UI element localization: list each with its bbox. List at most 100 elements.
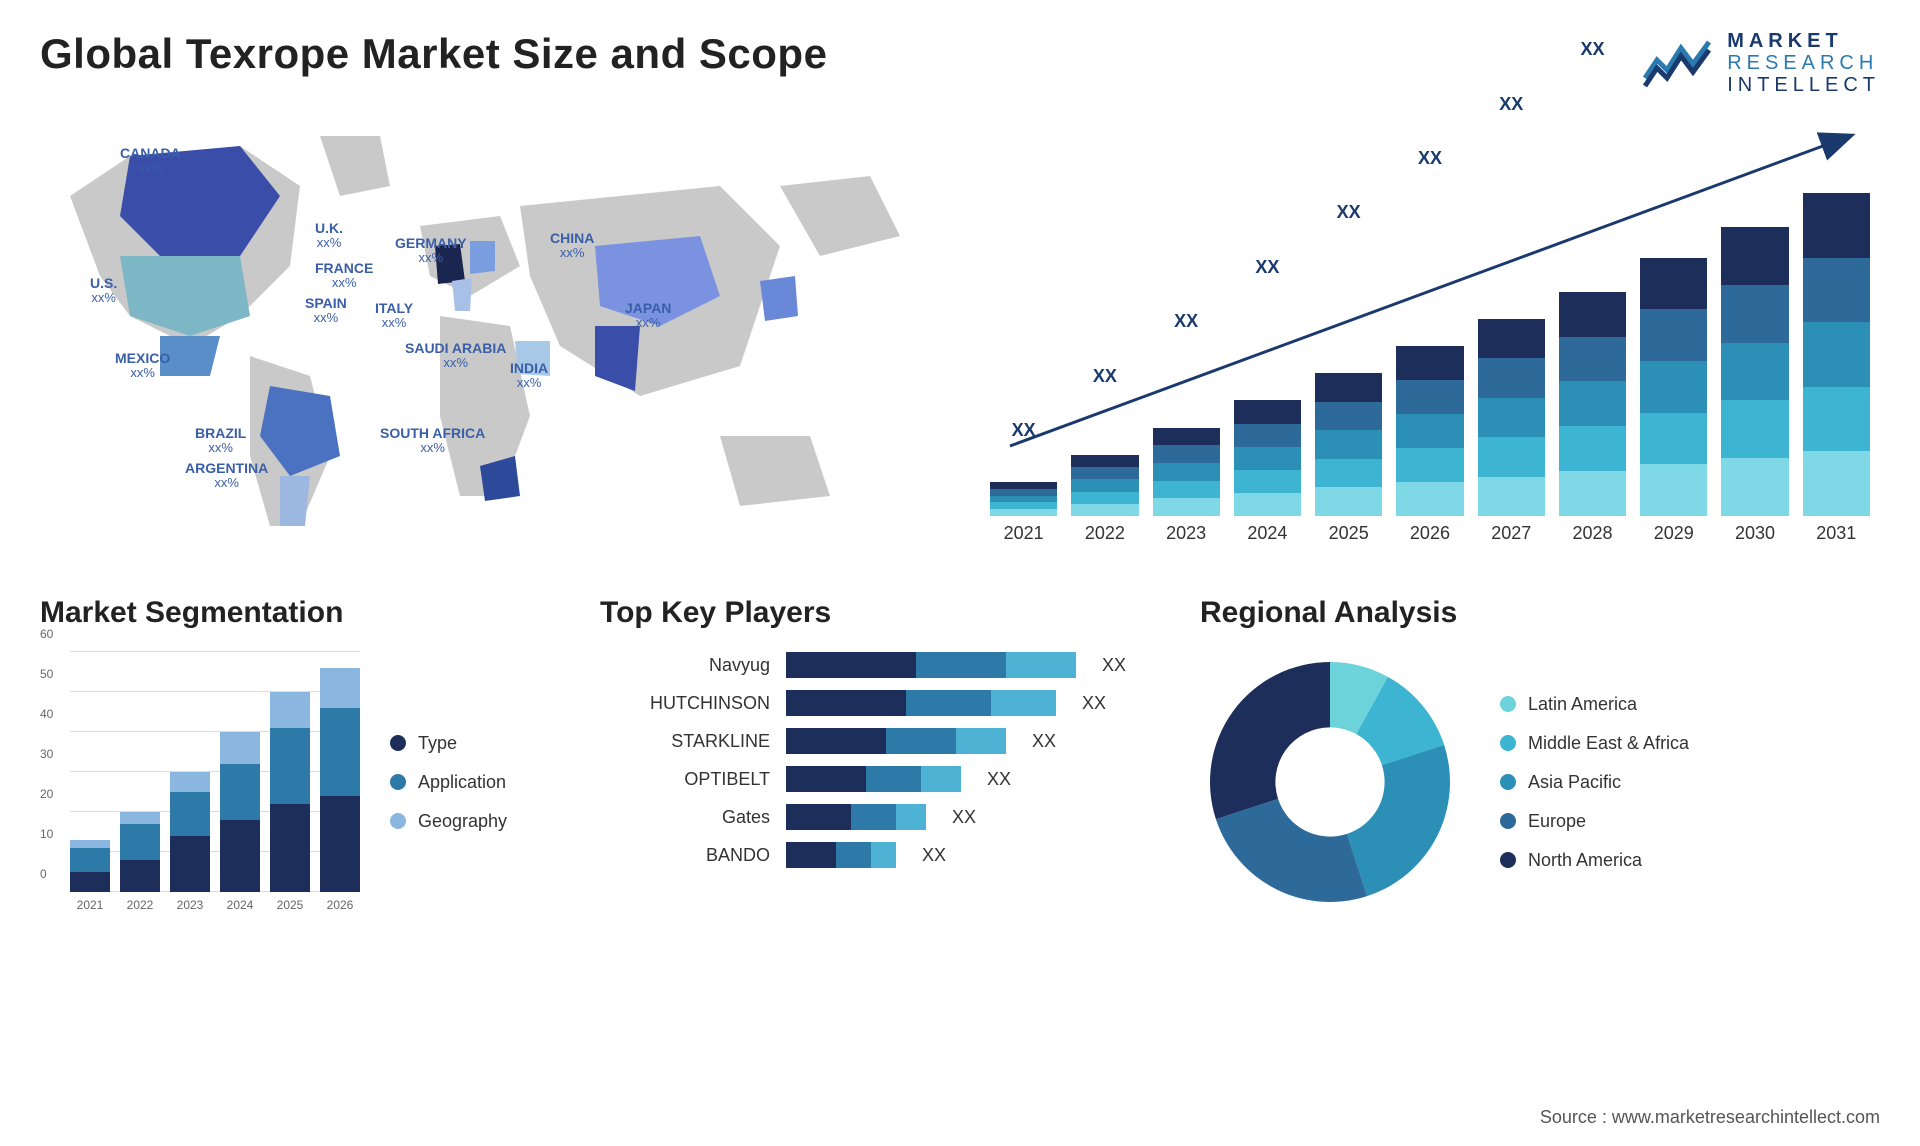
seg-ytick: 60 [40, 627, 53, 641]
player-bar-segment [956, 728, 1006, 754]
growth-bar-value: XX [1418, 148, 1442, 340]
seg-bar-segment [120, 824, 160, 860]
growth-bar-segment [1803, 451, 1870, 516]
legend-dot-icon [390, 774, 406, 790]
player-bar-segment [921, 766, 961, 792]
legend-dot-icon [1500, 735, 1516, 751]
regional-legend-item: Middle East & Africa [1500, 733, 1689, 754]
growth-bar-segment [1478, 319, 1545, 358]
growth-bar-value: XX [1012, 420, 1036, 476]
player-bar [786, 766, 961, 792]
player-row: HUTCHINSONXX [600, 690, 1160, 716]
map-japan [760, 276, 798, 321]
world-map: CANADAxx%U.S.xx%MEXICOxx%BRAZILxx%ARGENT… [40, 116, 940, 546]
seg-bar-segment [170, 772, 210, 792]
map-label-japan: JAPANxx% [625, 301, 671, 331]
growth-bar-year: 2022 [1085, 523, 1125, 544]
player-value: XX [952, 807, 976, 828]
growth-bar-segment [990, 502, 1057, 509]
top-row: CANADAxx%U.S.xx%MEXICOxx%BRAZILxx%ARGENT… [40, 116, 1880, 546]
player-name: HUTCHINSON [600, 693, 770, 714]
legend-dot-icon [1500, 696, 1516, 712]
growth-bar-segment [990, 482, 1057, 489]
seg-ytick: 30 [40, 747, 53, 761]
seg-bar-year: 2025 [270, 898, 310, 912]
seg-bar-segment [70, 872, 110, 892]
growth-bar: XX2029 [1640, 258, 1707, 516]
seg-bar-segment [320, 708, 360, 796]
growth-bar-segment [1640, 309, 1707, 361]
growth-bar-segment [1071, 479, 1138, 491]
growth-bar-value: XX [1093, 366, 1117, 449]
player-bar-segment [786, 690, 906, 716]
player-name: OPTIBELT [600, 769, 770, 790]
growth-bar-value: XX [1743, 0, 1767, 221]
growth-bar-value: XX [1174, 311, 1198, 421]
growth-bar-segment [1396, 448, 1463, 482]
growth-bar-segment [1478, 437, 1545, 476]
growth-bar-segment [1559, 337, 1626, 382]
growth-bar-year: 2021 [1004, 523, 1044, 544]
player-bar-segment [866, 766, 921, 792]
seg-bar-segment [270, 804, 310, 892]
page-container: Global Texrope Market Size and Scope MAR… [0, 0, 1920, 1146]
growth-chart: XX2021XX2022XX2023XX2024XX2025XX2026XX20… [980, 116, 1880, 546]
player-bar-segment [871, 842, 896, 868]
player-row: OPTIBELTXX [600, 766, 1160, 792]
growth-bar-segment [1396, 482, 1463, 516]
legend-dot-icon [390, 735, 406, 751]
growth-bar: XX2030 [1721, 227, 1788, 516]
map-label-saudi: SAUDI ARABIAxx% [405, 341, 506, 371]
seg-bar-segment [270, 728, 310, 804]
seg-legend-item: Type [390, 733, 507, 754]
seg-bar-year: 2023 [170, 898, 210, 912]
seg-bar-segment [70, 848, 110, 872]
growth-bar-segment [1640, 258, 1707, 310]
growth-bar-segment [1153, 481, 1220, 499]
player-bar [786, 728, 1006, 754]
seg-ytick: 40 [40, 707, 53, 721]
growth-bar-segment [1721, 400, 1788, 458]
growth-bar-segment [1559, 426, 1626, 471]
legend-label: Asia Pacific [1528, 772, 1621, 793]
seg-legend-item: Application [390, 772, 507, 793]
growth-bar-year: 2030 [1735, 523, 1775, 544]
regional-donut [1200, 652, 1460, 912]
player-bar [786, 652, 1076, 678]
growth-bar-segment [1559, 381, 1626, 426]
seg-bar-segment [320, 796, 360, 892]
growth-bar-segment [1721, 458, 1788, 516]
seg-bar-segment [120, 860, 160, 892]
regional-title: Regional Analysis [1200, 596, 1880, 630]
donut-slice [1347, 745, 1450, 896]
player-name: BANDO [600, 845, 770, 866]
regional-legend-item: Europe [1500, 811, 1689, 832]
player-name: Navyug [600, 655, 770, 676]
map-label-italy: ITALYxx% [375, 301, 413, 331]
player-bar-segment [896, 804, 926, 830]
player-bar-segment [906, 690, 991, 716]
segmentation-title: Market Segmentation [40, 596, 560, 630]
growth-bar: XX2025 [1315, 373, 1382, 516]
growth-bar-segment [1315, 373, 1382, 402]
growth-bar-segment [990, 509, 1057, 516]
player-bar-segment [786, 652, 916, 678]
growth-bar-segment [1234, 493, 1301, 516]
map-india [595, 326, 640, 391]
player-bar [786, 804, 926, 830]
growth-bar-year: 2031 [1816, 523, 1856, 544]
legend-dot-icon [1500, 852, 1516, 868]
map-us [120, 256, 250, 336]
growth-bar-segment [1234, 424, 1301, 447]
growth-bar-segment [1803, 387, 1870, 452]
growth-bar-year: 2024 [1247, 523, 1287, 544]
map-label-china: CHINAxx% [550, 231, 594, 261]
legend-label: Type [418, 733, 457, 754]
growth-bar-segment [1071, 467, 1138, 479]
player-row: GatesXX [600, 804, 1160, 830]
growth-bar-segment [1071, 492, 1138, 504]
growth-bar-segment [1071, 504, 1138, 516]
seg-bar: 2024 [220, 732, 260, 892]
seg-bar-year: 2021 [70, 898, 110, 912]
map-label-argentina: ARGENTINAxx% [185, 461, 268, 491]
